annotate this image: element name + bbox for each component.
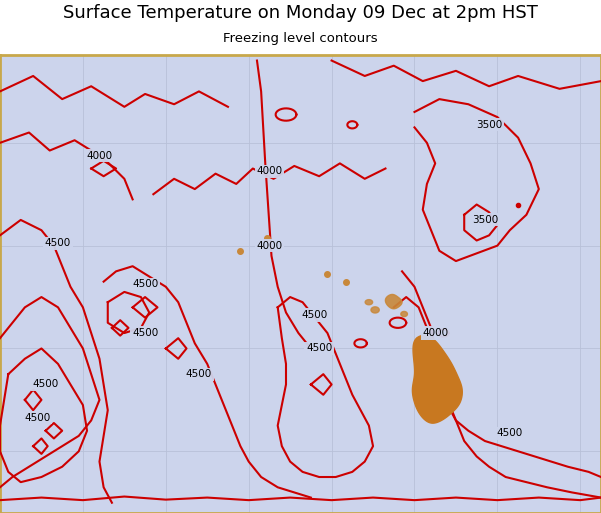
Text: 4000: 4000: [87, 151, 112, 161]
Polygon shape: [385, 294, 402, 309]
Text: 4500: 4500: [24, 413, 50, 423]
Text: 4500: 4500: [306, 344, 332, 353]
Text: Freezing level contours: Freezing level contours: [223, 32, 378, 45]
Text: 4000: 4000: [257, 241, 282, 251]
Polygon shape: [365, 300, 373, 305]
Polygon shape: [371, 307, 379, 313]
Polygon shape: [401, 311, 407, 317]
Text: 4500: 4500: [32, 380, 59, 389]
Text: 4500: 4500: [496, 428, 523, 438]
Text: 4500: 4500: [132, 279, 158, 289]
Text: 4500: 4500: [45, 238, 71, 248]
Text: 4500: 4500: [302, 310, 328, 320]
Text: Surface Temperature on Monday 09 Dec at 2pm HST: Surface Temperature on Monday 09 Dec at …: [63, 5, 538, 23]
Text: 3500: 3500: [472, 215, 498, 225]
Text: 4000: 4000: [257, 166, 282, 176]
Text: 3500: 3500: [476, 120, 502, 130]
Text: 4500: 4500: [132, 328, 158, 338]
Text: 4000: 4000: [422, 328, 448, 338]
Text: 4500: 4500: [186, 369, 212, 379]
Polygon shape: [412, 336, 462, 423]
